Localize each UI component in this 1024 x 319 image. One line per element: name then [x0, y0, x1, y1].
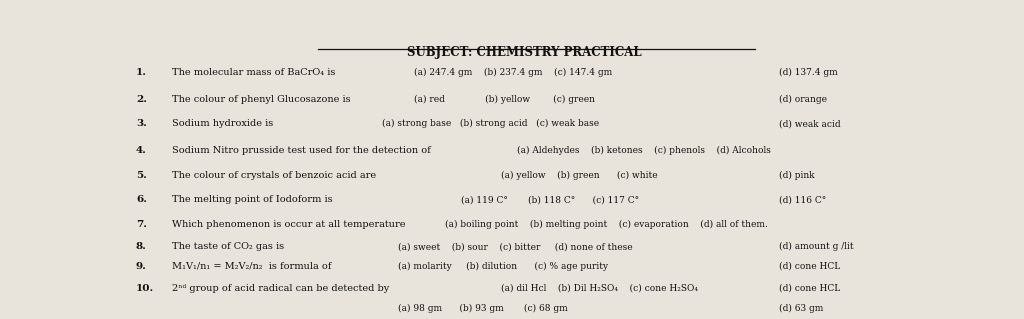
Text: (d) amount g /lit: (d) amount g /lit [778, 242, 853, 251]
Text: 5.: 5. [136, 171, 146, 180]
Text: 4.: 4. [136, 146, 146, 155]
Text: (a) strong base   (b) strong acid   (c) weak base: (a) strong base (b) strong acid (c) weak… [382, 119, 599, 129]
Text: 3.: 3. [136, 119, 146, 128]
Text: (a) sweet    (b) sour    (c) bitter     (d) none of these: (a) sweet (b) sour (c) bitter (d) none o… [397, 242, 633, 251]
Text: (d) weak acid: (d) weak acid [778, 119, 841, 128]
Text: (a) Aldehydes    (b) ketones    (c) phenols    (d) Alcohols: (a) Aldehydes (b) ketones (c) phenols (d… [517, 146, 771, 155]
Text: 8.: 8. [136, 242, 146, 251]
Text: The colour of crystals of benzoic acid are: The colour of crystals of benzoic acid a… [172, 171, 376, 180]
Text: Sodium hydroxide is: Sodium hydroxide is [172, 119, 273, 128]
Text: (a) boiling point    (b) melting point    (c) evaporation    (d) all of them.: (a) boiling point (b) melting point (c) … [445, 220, 768, 229]
Text: (a) molarity     (b) dilution      (c) % age purity: (a) molarity (b) dilution (c) % age puri… [397, 262, 608, 271]
Text: (d) orange: (d) orange [778, 95, 826, 104]
Text: (a) 98 gm      (b) 93 gm       (c) 68 gm: (a) 98 gm (b) 93 gm (c) 68 gm [397, 304, 567, 313]
Text: 6.: 6. [136, 196, 146, 204]
Text: The taste of CO₂ gas is: The taste of CO₂ gas is [172, 242, 284, 251]
Text: 1.: 1. [136, 68, 146, 77]
Text: The colour of phenyl Glucosazone is: The colour of phenyl Glucosazone is [172, 95, 350, 104]
Text: (a) 119 C°       (b) 118 C°      (c) 117 C°: (a) 119 C° (b) 118 C° (c) 117 C° [461, 196, 639, 204]
Text: 2.: 2. [136, 95, 146, 104]
Text: (d) 63 gm: (d) 63 gm [778, 304, 823, 313]
Text: (d) cone HCL: (d) cone HCL [778, 262, 840, 271]
Text: (a) red              (b) yellow        (c) green: (a) red (b) yellow (c) green [414, 95, 595, 104]
Text: (a) 247.4 gm    (b) 237.4 gm    (c) 147.4 gm: (a) 247.4 gm (b) 237.4 gm (c) 147.4 gm [414, 68, 612, 77]
Text: 9.: 9. [136, 262, 146, 271]
Text: Which phenomenon is occur at all temperature: Which phenomenon is occur at all tempera… [172, 220, 406, 229]
Text: 7.: 7. [136, 220, 146, 229]
Text: (a) yellow    (b) green      (c) white: (a) yellow (b) green (c) white [501, 171, 657, 180]
Text: 10.: 10. [136, 284, 155, 293]
Text: (d) pink: (d) pink [778, 171, 814, 180]
Text: Sodium Nitro prusside test used for the detection of: Sodium Nitro prusside test used for the … [172, 146, 430, 155]
Text: The melting point of Iodoform is: The melting point of Iodoform is [172, 196, 332, 204]
Text: SUBJECT: CHEMISTRY PRACTICAL: SUBJECT: CHEMISTRY PRACTICAL [408, 46, 642, 59]
Text: (a) dil Hcl    (b) Dil H₂SO₄    (c) cone H₂SO₄: (a) dil Hcl (b) Dil H₂SO₄ (c) cone H₂SO₄ [501, 284, 698, 293]
Text: (d) cone HCL: (d) cone HCL [778, 284, 840, 293]
Text: (d) 137.4 gm: (d) 137.4 gm [778, 68, 838, 77]
Text: M₁V₁/n₁ = M₂V₂/n₂  is formula of: M₁V₁/n₁ = M₂V₂/n₂ is formula of [172, 262, 331, 271]
Text: The molecular mass of BaCrO₄ is: The molecular mass of BaCrO₄ is [172, 68, 335, 77]
Text: (d) 116 C°: (d) 116 C° [778, 196, 826, 204]
Text: 2ⁿᵈ group of acid radical can be detected by: 2ⁿᵈ group of acid radical can be detecte… [172, 284, 389, 293]
